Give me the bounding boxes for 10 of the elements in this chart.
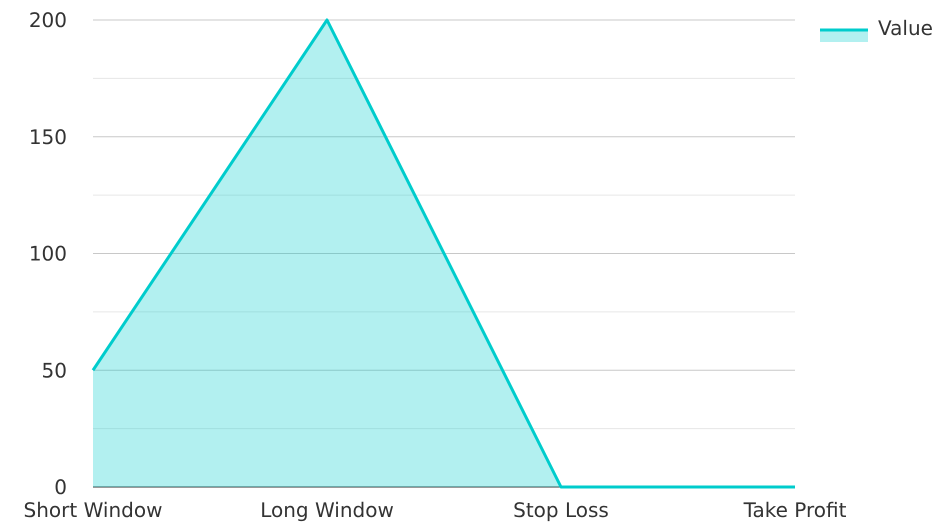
y-tick-label: 100 — [28, 242, 67, 266]
y-tick-label: 200 — [28, 8, 67, 32]
x-tick-label: Short Window — [24, 498, 162, 522]
x-tick-label: Take Profit — [742, 498, 847, 522]
legend-label: Value — [878, 16, 933, 40]
y-tick-label: 0 — [54, 475, 67, 499]
y-tick-label: 50 — [42, 358, 67, 382]
x-tick-label: Stop Loss — [513, 498, 609, 522]
y-tick-label: 150 — [28, 124, 67, 149]
x-tick-label: Long Window — [260, 498, 394, 522]
